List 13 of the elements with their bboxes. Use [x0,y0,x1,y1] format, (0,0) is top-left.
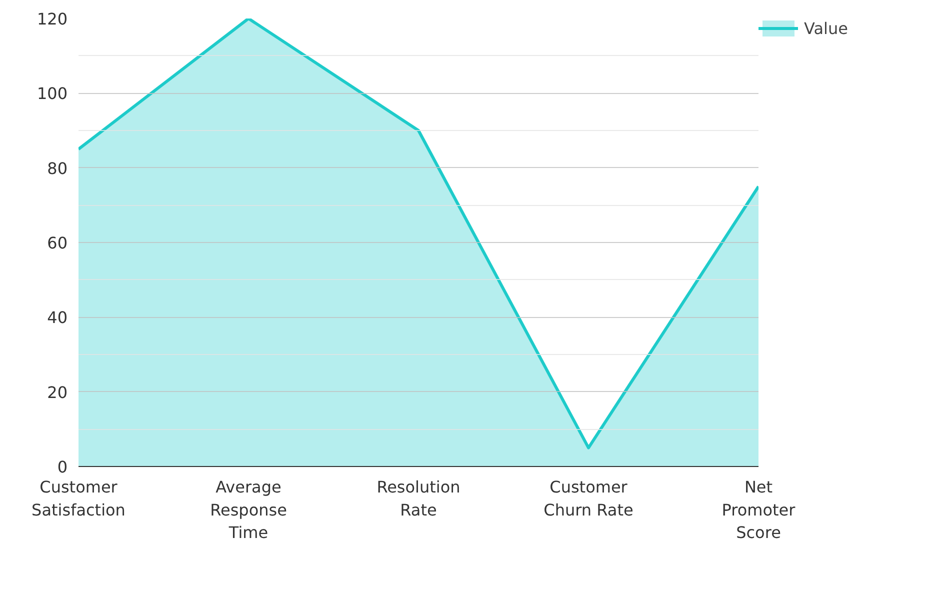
y-tick-label: 100 [36,84,68,104]
y-tick-label: 20 [47,382,68,402]
y-tick-label: 60 [47,234,68,252]
y-tick-label: 80 [47,158,68,178]
x-tick-label: Customer Churn Rate [544,478,634,520]
x-tick-label: Average Response Time [210,478,287,542]
x-tick-label: Customer Satisfaction [32,478,126,520]
y-tick-label: 40 [47,308,68,328]
x-tick-label: Net Promoter Score [722,478,796,542]
x-tick-label: Resolution Rate [376,478,460,520]
y-tick-label: 0 [57,458,68,476]
legend-label: Value [804,18,848,38]
y-tick-label: 120 [36,10,68,28]
